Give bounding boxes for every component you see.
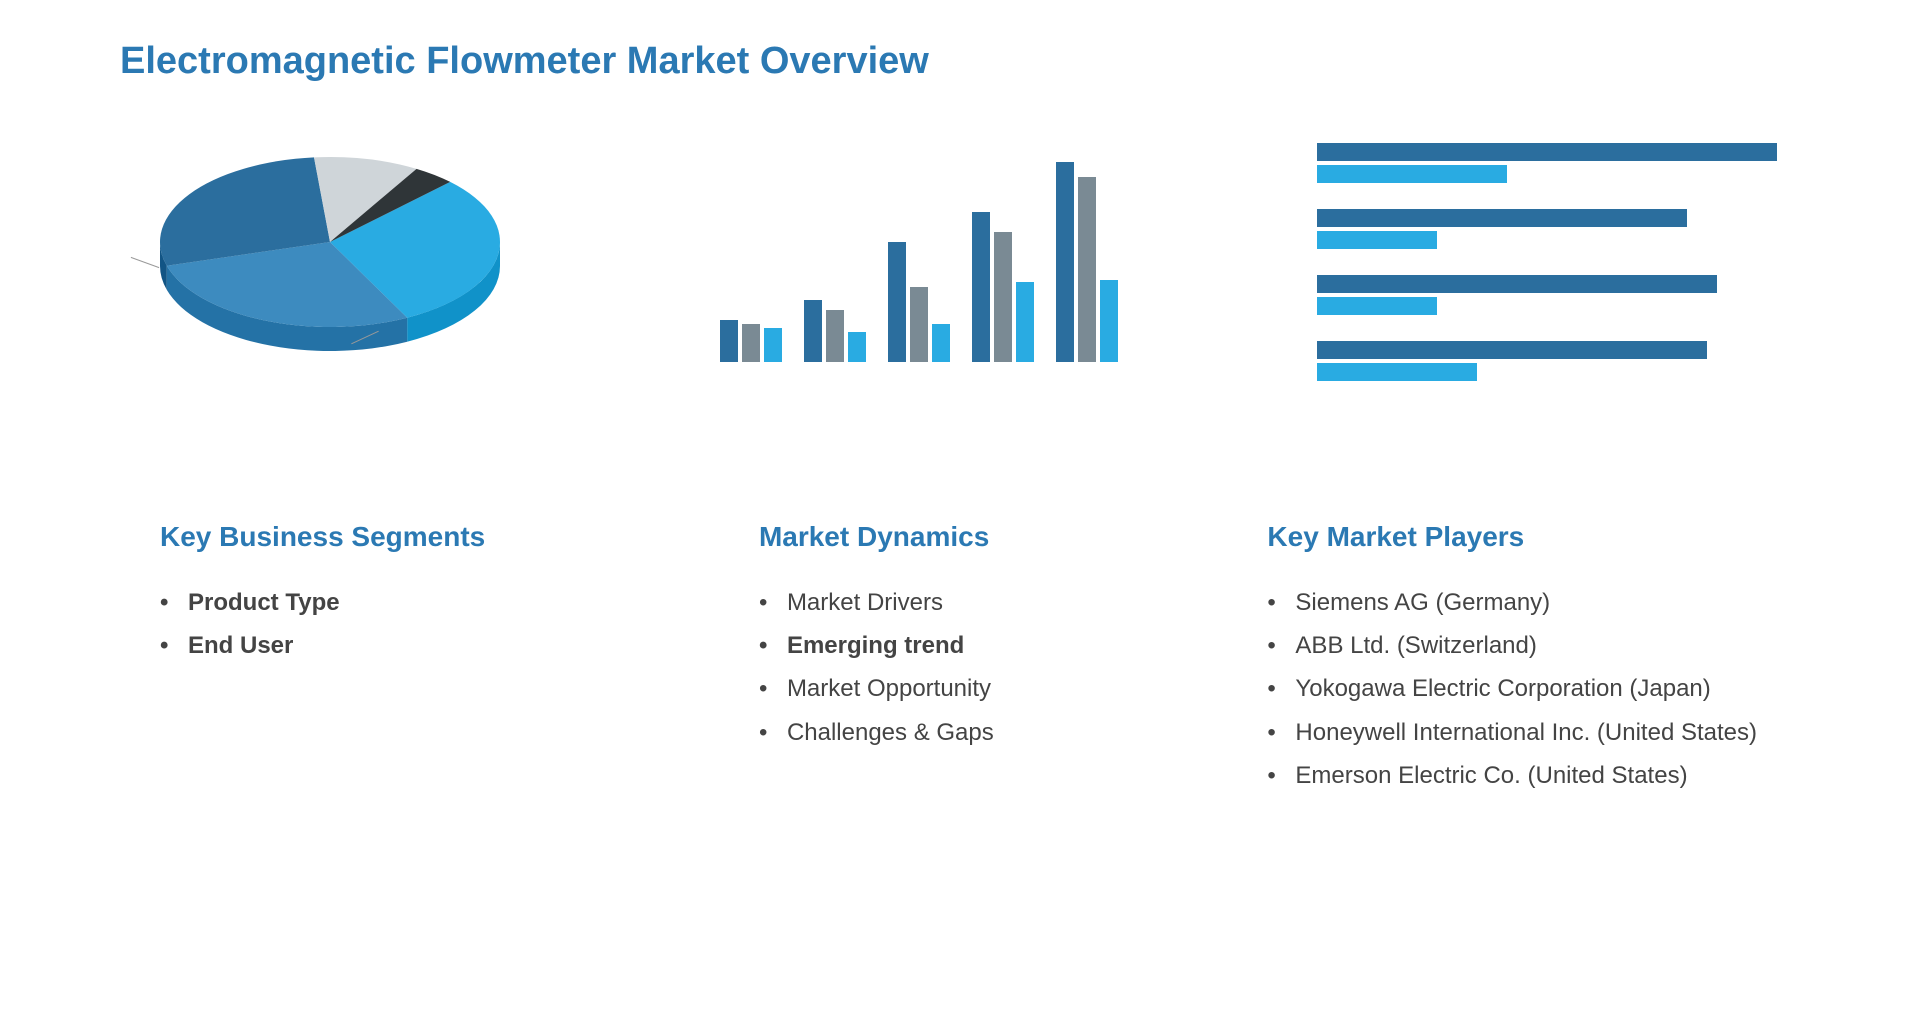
bar <box>742 324 760 362</box>
bar-group <box>804 300 866 362</box>
hbar <box>1317 231 1437 249</box>
charts-row <box>120 143 1797 381</box>
bar-group <box>1056 162 1118 362</box>
bar <box>848 332 866 362</box>
lists-row: Key Business Segments Product TypeEnd Us… <box>120 521 1797 797</box>
list-item: Product Type <box>160 581 485 624</box>
bar-group <box>720 320 782 362</box>
page-title: Electromagnetic Flowmeter Market Overvie… <box>120 40 1797 83</box>
dynamics-block: Market Dynamics Market DriversEmerging t… <box>759 521 994 797</box>
list-item: Yokogawa Electric Corporation (Japan) <box>1267 667 1757 710</box>
list-item: Emerging trend <box>759 624 994 667</box>
bar <box>764 328 782 362</box>
bar <box>1016 282 1034 362</box>
segments-block: Key Business Segments Product TypeEnd Us… <box>160 521 485 797</box>
hbar <box>1317 363 1477 381</box>
bar-group <box>972 212 1034 362</box>
bar-group <box>888 242 950 362</box>
players-title: Key Market Players <box>1267 521 1757 553</box>
hbar <box>1317 341 1707 359</box>
list-item: ABB Ltd. (Switzerland) <box>1267 624 1757 667</box>
hbar <box>1317 165 1507 183</box>
bar <box>1078 177 1096 362</box>
hbar-group <box>1317 341 1777 381</box>
list-item: Challenges & Gaps <box>759 711 994 754</box>
bar <box>910 287 928 362</box>
hbar-chart <box>1317 143 1777 381</box>
list-item: Market Drivers <box>759 581 994 624</box>
pie-chart <box>140 152 520 372</box>
bar <box>932 324 950 362</box>
bar <box>804 300 822 362</box>
hbar <box>1317 297 1437 315</box>
bar <box>888 242 906 362</box>
hbar-group <box>1317 275 1777 315</box>
list-item: Honeywell International Inc. (United Sta… <box>1267 711 1757 754</box>
hbar <box>1317 143 1777 161</box>
hbar-group <box>1317 143 1777 183</box>
bar <box>720 320 738 362</box>
list-item: Emerson Electric Co. (United States) <box>1267 754 1757 797</box>
list-item: Siemens AG (Germany) <box>1267 581 1757 624</box>
bar <box>1056 162 1074 362</box>
bar <box>826 310 844 362</box>
pie-chart-block <box>140 152 520 372</box>
segments-title: Key Business Segments <box>160 521 485 553</box>
dynamics-title: Market Dynamics <box>759 521 994 553</box>
bar <box>1100 280 1118 362</box>
hbar <box>1317 209 1687 227</box>
bar <box>972 212 990 362</box>
players-block: Key Market Players Siemens AG (Germany)A… <box>1267 521 1757 797</box>
bar <box>994 232 1012 362</box>
dynamics-list: Market DriversEmerging trendMarket Oppor… <box>759 581 994 754</box>
list-item: Market Opportunity <box>759 667 994 710</box>
bar-chart <box>720 162 1118 362</box>
hbar-group <box>1317 209 1777 249</box>
bar-chart-block <box>720 162 1118 362</box>
players-list: Siemens AG (Germany)ABB Ltd. (Switzerlan… <box>1267 581 1757 797</box>
list-item: End User <box>160 624 485 667</box>
hbar-chart-block <box>1317 143 1777 381</box>
hbar <box>1317 275 1717 293</box>
segments-list: Product TypeEnd User <box>160 581 485 667</box>
